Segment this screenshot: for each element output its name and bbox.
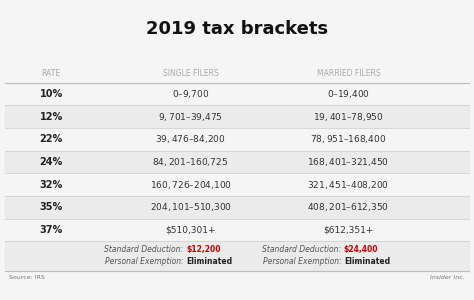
Text: $78,951 – $168,400: $78,951 – $168,400 bbox=[310, 133, 387, 145]
Text: $168,401 – $321,450: $168,401 – $321,450 bbox=[308, 156, 390, 168]
Text: $510,301+: $510,301+ bbox=[165, 226, 216, 235]
Text: 22%: 22% bbox=[39, 134, 63, 144]
Text: $408,201 – $612,350: $408,201 – $612,350 bbox=[308, 201, 390, 213]
Text: $9,701 – $39,475: $9,701 – $39,475 bbox=[158, 111, 223, 123]
Text: 12%: 12% bbox=[39, 112, 63, 122]
Text: 10%: 10% bbox=[39, 89, 63, 99]
Text: $24,400: $24,400 bbox=[344, 245, 378, 254]
Text: MARRIED FILERS: MARRIED FILERS bbox=[317, 69, 380, 78]
Text: $0 – $19,400: $0 – $19,400 bbox=[327, 88, 370, 100]
Text: Personal Exemption:: Personal Exemption: bbox=[263, 257, 344, 266]
Bar bbox=[5, 128, 469, 151]
Bar bbox=[5, 173, 469, 196]
Bar bbox=[5, 105, 469, 128]
Text: SINGLE FILERS: SINGLE FILERS bbox=[163, 69, 219, 78]
Text: $39,476 – $84,200: $39,476 – $84,200 bbox=[155, 133, 226, 145]
Text: Standard Deduction:: Standard Deduction: bbox=[104, 245, 186, 254]
Text: 32%: 32% bbox=[39, 180, 63, 190]
Bar bbox=[5, 196, 469, 219]
Text: $321,451 – $408,200: $321,451 – $408,200 bbox=[308, 179, 390, 191]
Text: Eliminated: Eliminated bbox=[186, 257, 232, 266]
Bar bbox=[5, 64, 469, 83]
Text: Eliminated: Eliminated bbox=[344, 257, 390, 266]
Text: 24%: 24% bbox=[39, 157, 63, 167]
Text: 37%: 37% bbox=[39, 225, 63, 235]
Text: $0 – $9,700: $0 – $9,700 bbox=[172, 88, 209, 100]
Text: $19,401 – $78,950: $19,401 – $78,950 bbox=[313, 111, 384, 123]
Text: $84,201 – $160,725: $84,201 – $160,725 bbox=[153, 156, 228, 168]
Bar bbox=[5, 83, 469, 105]
Text: Standard Deduction:: Standard Deduction: bbox=[262, 245, 344, 254]
Text: RATE: RATE bbox=[42, 69, 61, 78]
Text: $612,351+: $612,351+ bbox=[323, 226, 374, 235]
Bar bbox=[5, 219, 469, 241]
Text: 2019 tax brackets: 2019 tax brackets bbox=[146, 20, 328, 38]
Text: Source: IRS: Source: IRS bbox=[9, 275, 45, 281]
Text: $160,726 – $204,100: $160,726 – $204,100 bbox=[149, 179, 232, 191]
Text: $12,200: $12,200 bbox=[186, 245, 220, 254]
Text: Personal Exemption:: Personal Exemption: bbox=[105, 257, 186, 266]
Text: 35%: 35% bbox=[39, 202, 63, 212]
Bar bbox=[5, 241, 469, 271]
Text: Insider Inc.: Insider Inc. bbox=[430, 275, 465, 281]
Text: $204,101 – $510,300: $204,101 – $510,300 bbox=[149, 201, 232, 213]
Bar bbox=[5, 151, 469, 173]
